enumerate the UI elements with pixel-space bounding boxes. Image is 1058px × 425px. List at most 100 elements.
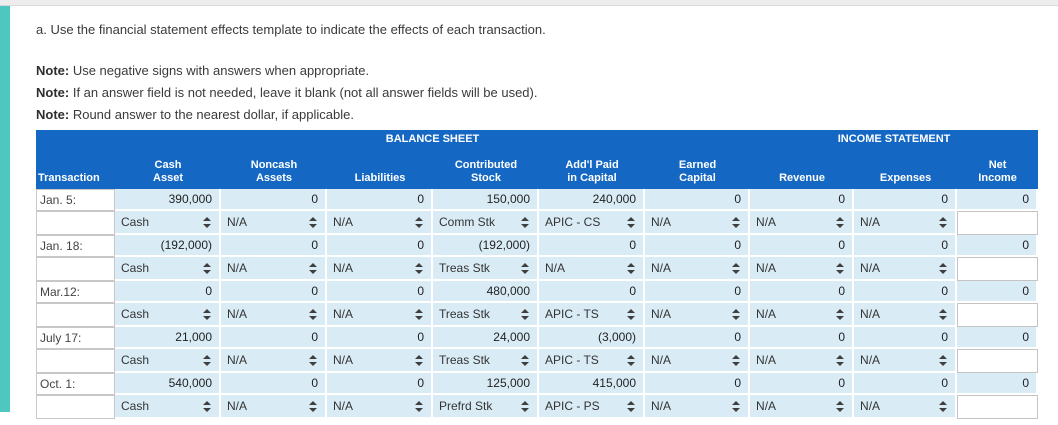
- account-select[interactable]: Cash: [115, 211, 221, 235]
- amount-cell[interactable]: 0: [539, 235, 645, 257]
- amount-cell[interactable]: 0: [854, 189, 958, 211]
- account-select[interactable]: APIC - TS: [539, 349, 645, 373]
- amount-cell[interactable]: 0: [957, 281, 1039, 303]
- amount-cell[interactable]: 0: [957, 235, 1039, 257]
- amount-cell[interactable]: (3,000): [539, 327, 645, 349]
- account-select[interactable]: Cash: [115, 349, 221, 373]
- amount-cell[interactable]: 390,000: [115, 189, 221, 211]
- account-select[interactable]: N/A: [854, 211, 958, 235]
- amount-cell[interactable]: 0: [645, 327, 751, 349]
- account-select[interactable]: N/A: [327, 257, 433, 281]
- amount-cell[interactable]: 0: [854, 281, 958, 303]
- select-arrows-icon: [309, 308, 317, 320]
- account-select[interactable]: Treas Stk: [433, 303, 539, 327]
- select-arrows-icon: [627, 216, 635, 228]
- account-select[interactable]: N/A: [854, 395, 958, 419]
- account-select[interactable]: Cash: [115, 395, 221, 419]
- account-select[interactable]: APIC - PS: [539, 395, 645, 419]
- page-title: a. Use the financial statement effects t…: [36, 22, 546, 37]
- amount-cell[interactable]: 540,000: [115, 373, 221, 395]
- account-select[interactable]: Treas Stk: [433, 349, 539, 373]
- amount-cell[interactable]: 0: [645, 189, 751, 211]
- net-income-input[interactable]: [957, 211, 1039, 235]
- amount-cell[interactable]: 0: [750, 235, 855, 257]
- account-select[interactable]: N/A: [854, 303, 958, 327]
- amount-cell[interactable]: 0: [957, 373, 1039, 395]
- account-select[interactable]: N/A: [221, 303, 327, 327]
- account-select[interactable]: N/A: [854, 349, 958, 373]
- amount-cell[interactable]: (192,000): [115, 235, 221, 257]
- amount-cell[interactable]: 0: [327, 235, 433, 257]
- account-select[interactable]: N/A: [750, 349, 855, 373]
- amount-cell[interactable]: 0: [645, 235, 751, 257]
- account-select[interactable]: Cash: [115, 257, 221, 281]
- account-select[interactable]: Cash: [115, 303, 221, 327]
- amount-cell[interactable]: 240,000: [539, 189, 645, 211]
- net-income-input[interactable]: [957, 257, 1039, 281]
- account-select[interactable]: N/A: [221, 257, 327, 281]
- group-header-row: BALANCE SHEET INCOME STATEMENT: [36, 130, 1039, 148]
- account-select[interactable]: N/A: [854, 257, 958, 281]
- account-select[interactable]: N/A: [645, 211, 751, 235]
- amount-cell[interactable]: 0: [750, 327, 855, 349]
- amount-cell[interactable]: 150,000: [433, 189, 539, 211]
- amount-cell[interactable]: 0: [221, 281, 327, 303]
- amount-cell[interactable]: 21,000: [115, 327, 221, 349]
- amount-cell[interactable]: 0: [957, 189, 1039, 211]
- amount-cell[interactable]: 0: [221, 189, 327, 211]
- amount-cell[interactable]: 0: [957, 327, 1039, 349]
- amount-cell[interactable]: 0: [327, 189, 433, 211]
- account-select[interactable]: N/A: [327, 211, 433, 235]
- value-row: Jan. 5: 390,000 0 0 150,000 240,000 0 0 …: [36, 189, 1039, 211]
- account-select[interactable]: N/A: [221, 211, 327, 235]
- account-select[interactable]: N/A: [750, 211, 855, 235]
- account-select[interactable]: N/A: [645, 395, 751, 419]
- amount-cell[interactable]: 0: [645, 373, 751, 395]
- amount-cell[interactable]: 125,000: [433, 373, 539, 395]
- net-income-input[interactable]: [957, 349, 1039, 373]
- account-select[interactable]: N/A: [645, 349, 751, 373]
- net-income-input[interactable]: [957, 303, 1039, 327]
- amount-cell[interactable]: 0: [645, 281, 751, 303]
- account-select[interactable]: N/A: [750, 303, 855, 327]
- account-select[interactable]: N/A: [221, 349, 327, 373]
- note-prefix: Note:: [36, 63, 70, 78]
- column-header-revenue: Revenue: [750, 148, 855, 189]
- amount-cell[interactable]: 0: [221, 235, 327, 257]
- amount-cell[interactable]: 0: [327, 373, 433, 395]
- account-select[interactable]: Comm Stk: [433, 211, 539, 235]
- amount-cell[interactable]: 0: [221, 327, 327, 349]
- net-income-input[interactable]: [957, 395, 1039, 419]
- amount-cell[interactable]: 415,000: [539, 373, 645, 395]
- empty-label-cell: [36, 211, 115, 235]
- account-select[interactable]: N/A: [539, 257, 645, 281]
- account-select[interactable]: APIC - TS: [539, 303, 645, 327]
- amount-cell[interactable]: 0: [854, 235, 958, 257]
- account-select[interactable]: N/A: [645, 257, 751, 281]
- select-arrows-icon: [939, 262, 948, 274]
- amount-cell[interactable]: 0: [750, 281, 855, 303]
- amount-cell[interactable]: 0: [854, 327, 958, 349]
- account-select[interactable]: N/A: [645, 303, 751, 327]
- amount-cell[interactable]: 0: [539, 281, 645, 303]
- amount-cell[interactable]: 0: [854, 373, 958, 395]
- amount-cell[interactable]: 0: [327, 327, 433, 349]
- account-select[interactable]: N/A: [221, 395, 327, 419]
- account-select[interactable]: Treas Stk: [433, 257, 539, 281]
- amount-cell[interactable]: 480,000: [433, 281, 539, 303]
- account-select[interactable]: APIC - CS: [539, 211, 645, 235]
- amount-cell[interactable]: 0: [221, 373, 327, 395]
- amount-cell[interactable]: 0: [327, 281, 433, 303]
- account-select[interactable]: N/A: [327, 303, 433, 327]
- note-line: Note: Round answer to the nearest dollar…: [36, 104, 1046, 126]
- amount-cell[interactable]: (192,000): [433, 235, 539, 257]
- amount-cell[interactable]: 0: [750, 373, 855, 395]
- amount-cell[interactable]: 0: [750, 189, 855, 211]
- account-select[interactable]: N/A: [750, 395, 855, 419]
- account-select[interactable]: N/A: [750, 257, 855, 281]
- amount-cell[interactable]: 0: [115, 281, 221, 303]
- account-select[interactable]: N/A: [327, 395, 433, 419]
- account-select[interactable]: Prefrd Stk: [433, 395, 539, 419]
- account-select[interactable]: N/A: [327, 349, 433, 373]
- amount-cell[interactable]: 24,000: [433, 327, 539, 349]
